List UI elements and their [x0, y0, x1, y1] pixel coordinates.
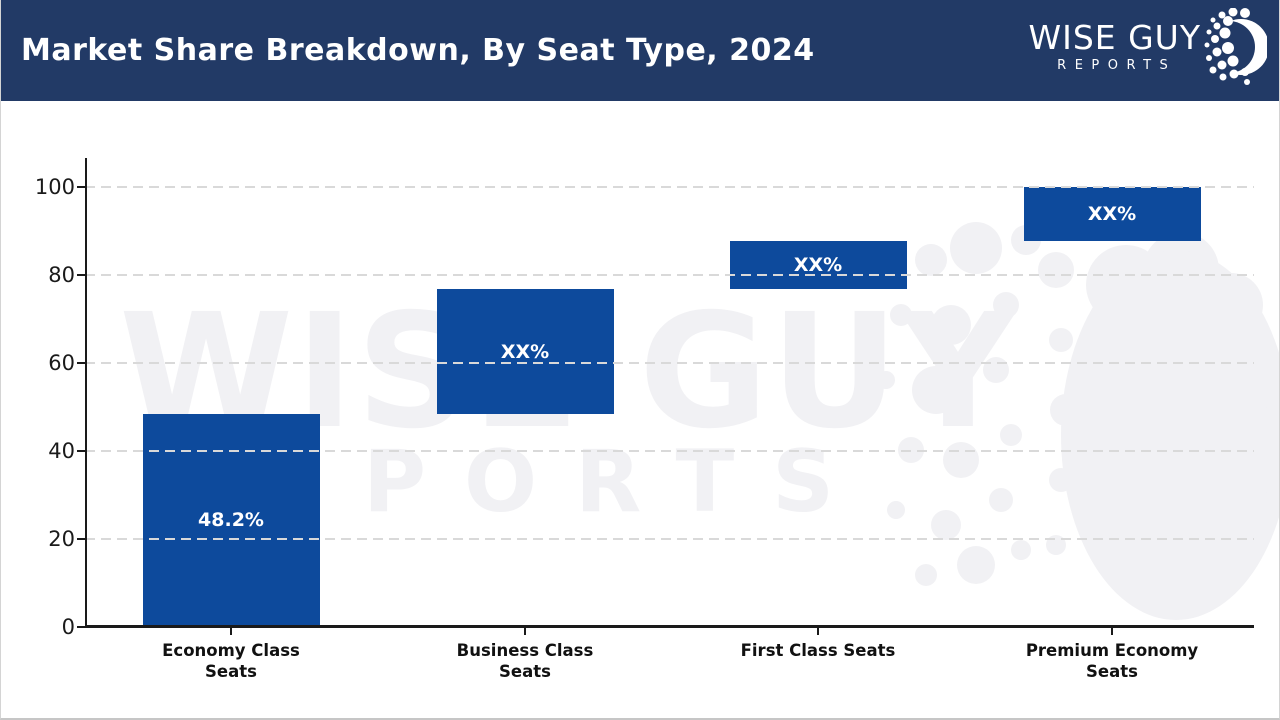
category-label: Business Class Seats — [456, 641, 594, 682]
x-axis-line — [85, 625, 1254, 628]
y-tick-mark — [77, 537, 85, 540]
y-tick-mark — [77, 361, 85, 364]
wiseguy-face-logo-icon — [1203, 8, 1267, 85]
bar-value-label: 48.2% — [198, 509, 264, 532]
y-tick-label: 40 — [48, 438, 75, 463]
y-tick-mark — [77, 449, 85, 452]
category-label: Premium Economy Seats — [1025, 641, 1199, 682]
header-bar: Market Share Breakdown, By Seat Type, 20… — [1, 0, 1279, 101]
y-tick-mark — [77, 273, 85, 276]
category-label: First Class Seats — [740, 641, 896, 660]
gridline — [85, 185, 1254, 188]
brand-subtitle: REPORTS — [1057, 57, 1177, 73]
y-tick-label: 100 — [34, 174, 75, 199]
y-tick-label: 20 — [48, 526, 75, 551]
page-title: Market Share Breakdown, By Seat Type, 20… — [21, 33, 815, 68]
brand-name: WISE GUY — [1028, 18, 1201, 58]
x-tick-mark — [230, 628, 232, 635]
y-axis-line — [85, 158, 87, 628]
wiseguy-face-watermark-icon — [877, 222, 1279, 620]
brand-logo-text: WISE GUY REPORTS — [1028, 21, 1201, 73]
y-tick-label: 60 — [48, 350, 75, 375]
category-label: Economy Class Seats — [162, 641, 300, 682]
x-tick-mark — [1111, 628, 1113, 635]
y-tick-mark — [77, 625, 85, 628]
x-tick-mark — [524, 628, 526, 635]
y-tick-label: 80 — [48, 262, 75, 287]
y-tick-label: 0 — [61, 614, 75, 639]
brand-logo: WISE GUY REPORTS — [1028, 8, 1267, 86]
x-tick-mark — [817, 628, 819, 635]
watermark-text-line2: PORTS — [363, 432, 873, 532]
y-tick-mark — [77, 185, 85, 188]
